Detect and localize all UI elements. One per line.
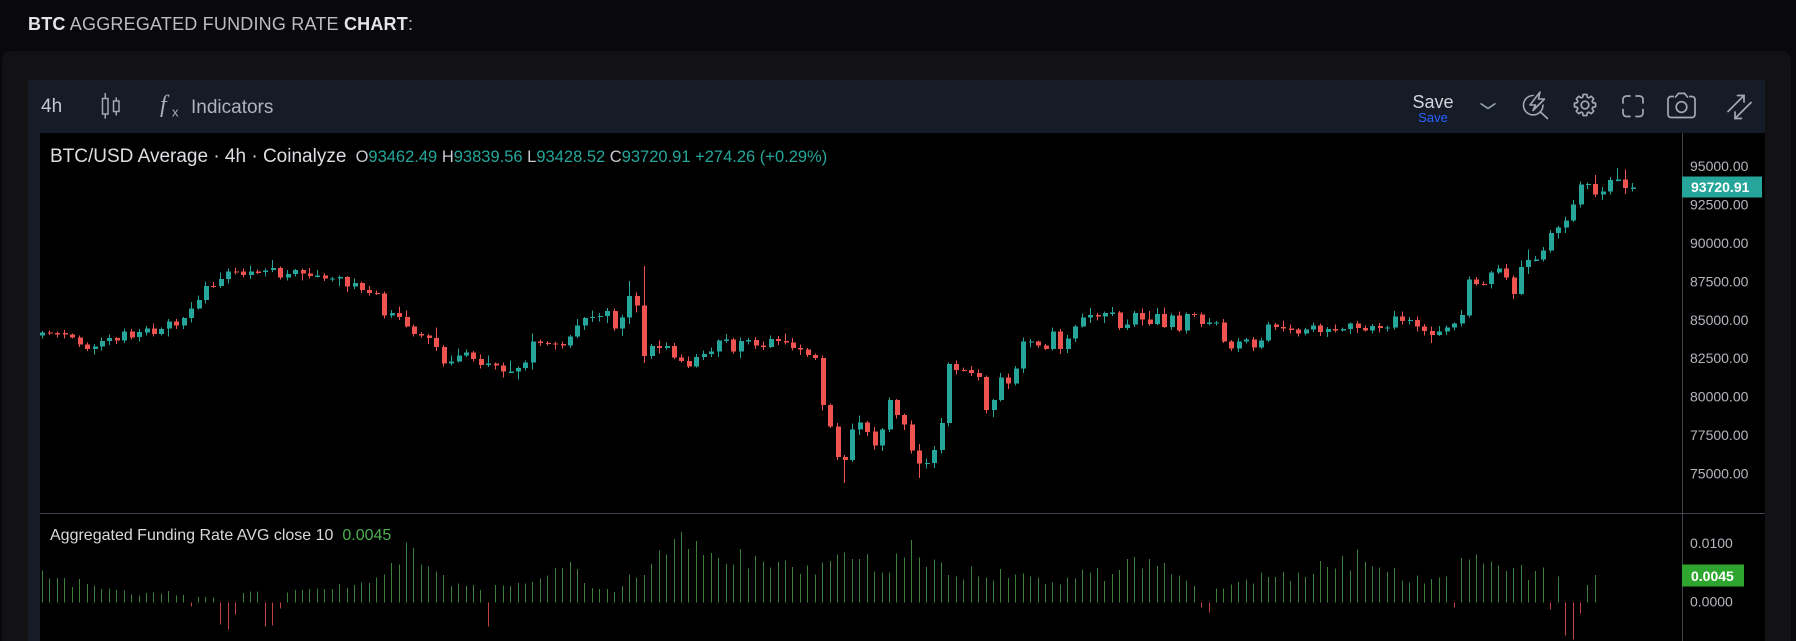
svg-text:f: f [160,92,170,118]
svg-text:85000.00: 85000.00 [1690,312,1749,328]
svg-text:82500.00: 82500.00 [1690,350,1749,366]
svg-text:0.0100: 0.0100 [1690,535,1733,551]
svg-text:75000.00: 75000.00 [1690,466,1749,482]
svg-text:x: x [172,105,179,120]
svg-text:90000.00: 90000.00 [1690,235,1749,251]
svg-text:0.0000: 0.0000 [1690,594,1733,610]
svg-text:80000.00: 80000.00 [1690,389,1749,405]
svg-text:93720.91: 93720.91 [1691,179,1750,195]
svg-text:0.0045: 0.0045 [1691,568,1734,584]
svg-text:77500.00: 77500.00 [1690,427,1749,443]
svg-text:92500.00: 92500.00 [1690,196,1749,212]
svg-text:95000.00: 95000.00 [1690,158,1749,174]
svg-text:87500.00: 87500.00 [1690,273,1749,289]
